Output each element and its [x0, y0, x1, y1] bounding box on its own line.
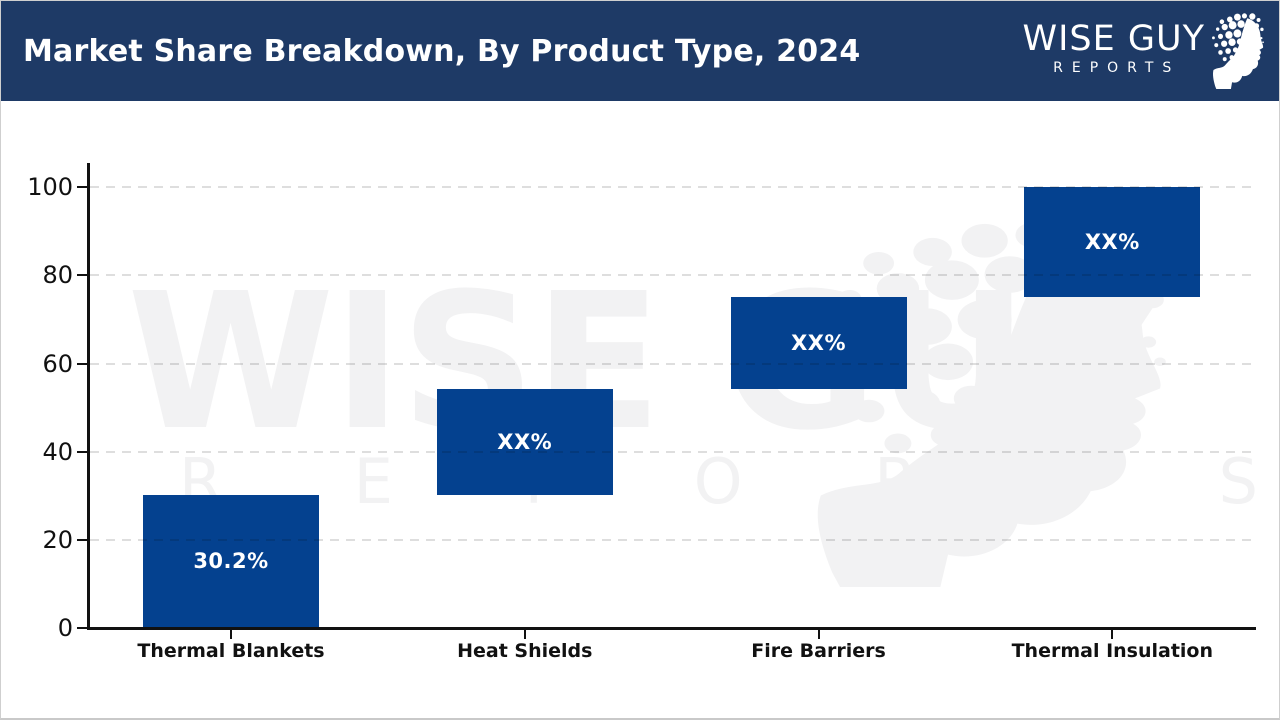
- y-tick: [77, 186, 87, 189]
- page-title: Market Share Breakdown, By Product Type,…: [23, 33, 861, 69]
- bar-segment: XX%: [1024, 187, 1201, 297]
- gridline: [90, 186, 1254, 189]
- brand-logo: WISE GUY REPORTS: [1011, 7, 1271, 95]
- x-axis-label: Heat Shields: [457, 640, 593, 662]
- x-axis-label: Fire Barriers: [751, 640, 886, 662]
- x-tick: [817, 630, 820, 639]
- y-tick: [77, 274, 87, 277]
- brand-face-icon: [1212, 13, 1264, 89]
- y-axis-line: [87, 163, 90, 630]
- x-tick: [1111, 630, 1114, 639]
- y-tick: [77, 362, 87, 365]
- y-tick-label: 20: [42, 525, 73, 554]
- gridline: [90, 450, 1254, 453]
- bar-value-label: XX%: [497, 429, 553, 454]
- y-tick-label: 100: [27, 173, 73, 202]
- x-axis-label: Thermal Insulation: [1011, 640, 1214, 662]
- bar-value-label: XX%: [791, 330, 846, 355]
- gridline: [90, 538, 1254, 541]
- x-tick: [230, 630, 232, 639]
- y-tick: [77, 627, 87, 629]
- x-axis-line: [87, 627, 1256, 630]
- brand-logo-reports-text: REPORTS: [1053, 60, 1181, 76]
- brand-logo-wordmark: WISE GUY: [1022, 19, 1205, 59]
- bar-value-label: 30.2%: [193, 549, 269, 574]
- x-axis-label: Thermal Blankets: [137, 640, 325, 662]
- gridline: [90, 274, 1254, 277]
- gridline: [90, 362, 1254, 365]
- x-tick: [523, 630, 526, 639]
- bar-segment: XX%: [436, 388, 613, 495]
- y-tick-label: 40: [42, 437, 73, 466]
- y-tick-label: 60: [42, 349, 73, 378]
- y-tick: [77, 450, 87, 453]
- bar-value-label: XX%: [1084, 229, 1140, 254]
- brand-logo-text: WISE GUY REPORTS: [1022, 21, 1205, 76]
- y-tick: [77, 538, 87, 541]
- bar-segment: XX%: [730, 296, 907, 389]
- y-tick-label: 0: [57, 614, 73, 642]
- header-bar: Market Share Breakdown, By Product Type,…: [1, 1, 1279, 101]
- y-tick-label: 80: [42, 261, 73, 290]
- bar-segment: 30.2%: [143, 494, 319, 628]
